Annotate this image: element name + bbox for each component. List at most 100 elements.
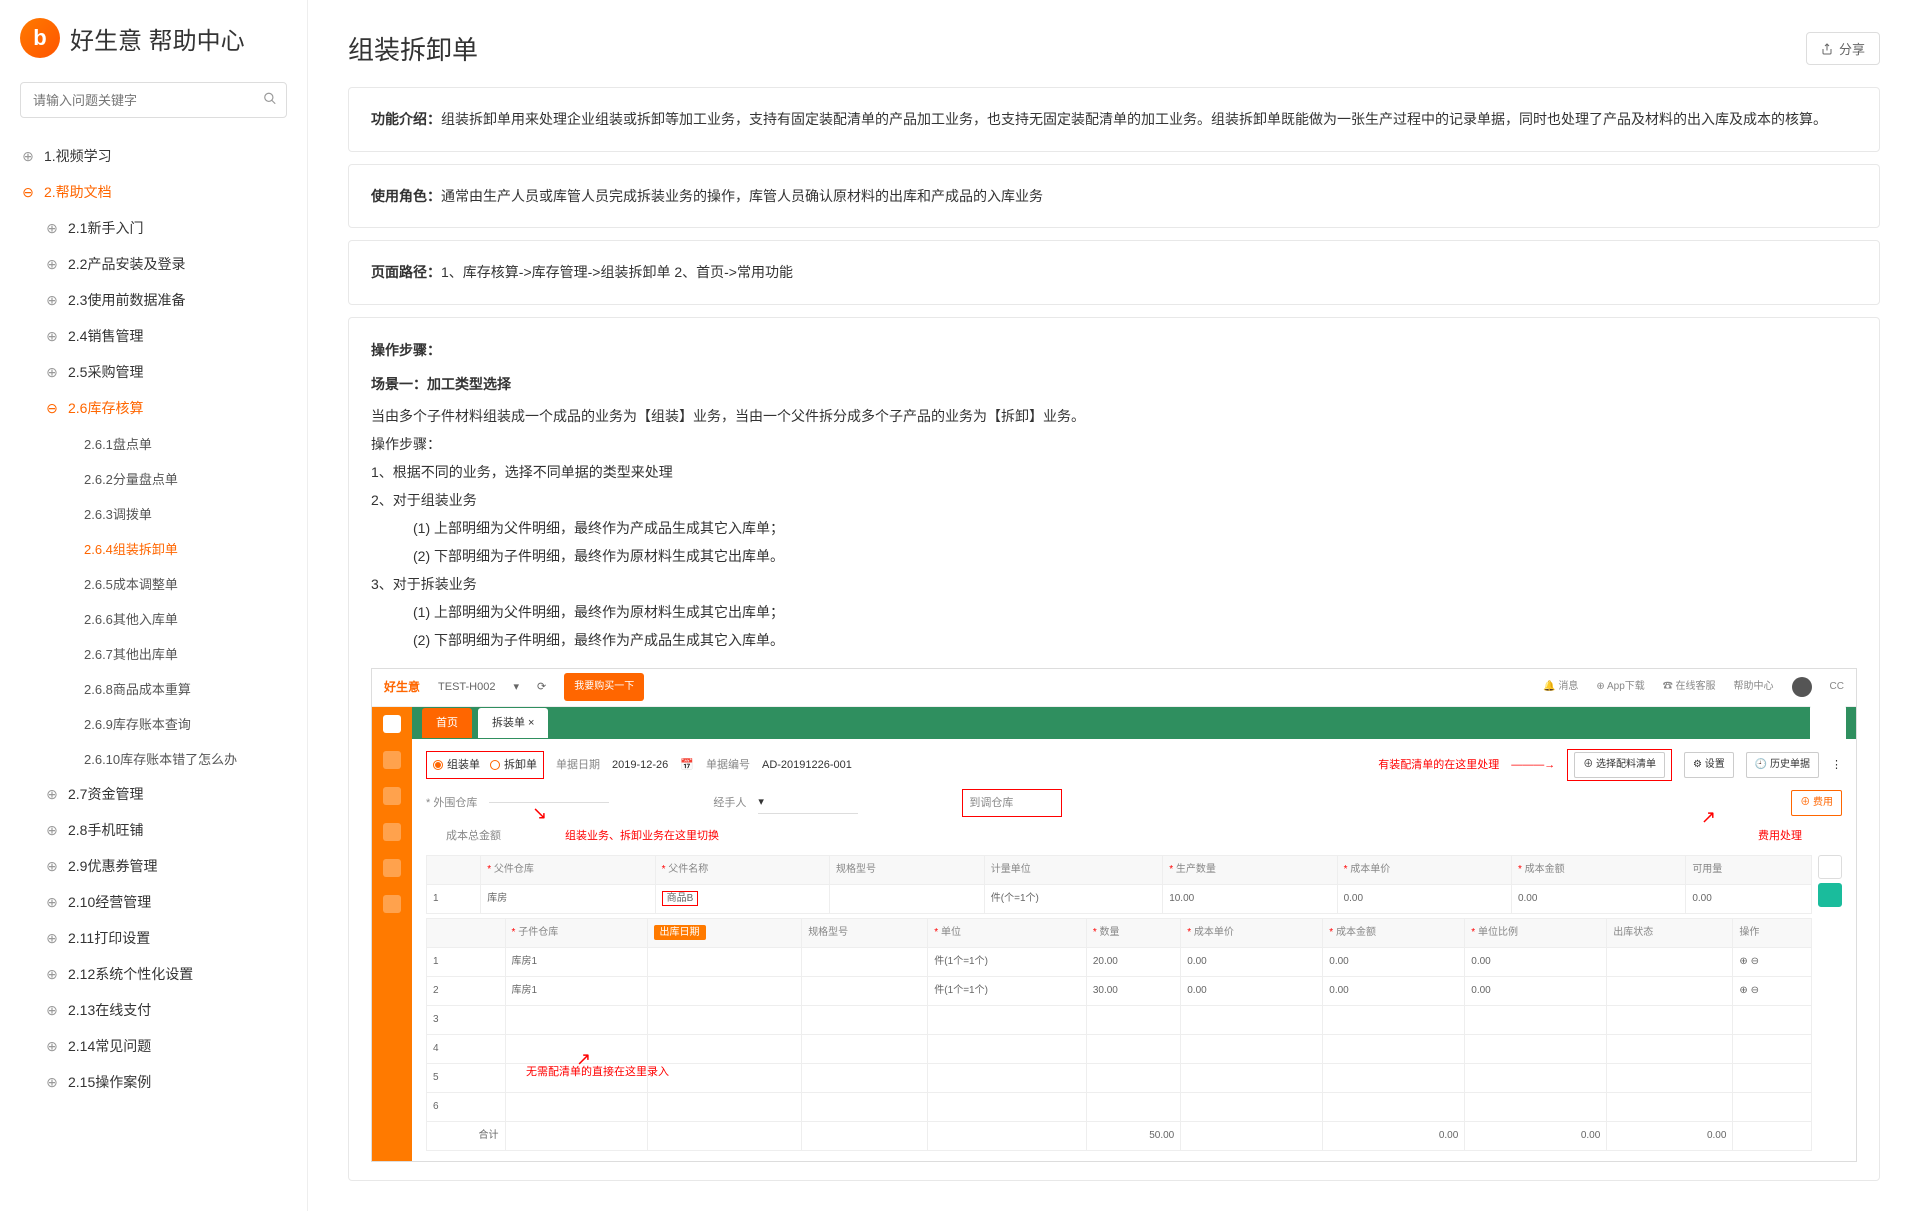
ss-nav-icon-2[interactable] bbox=[383, 751, 401, 769]
nav-item[interactable]: 2.6.5成本调整单 bbox=[20, 566, 287, 601]
ss-radio-assemble[interactable]: 组装单 bbox=[433, 754, 480, 776]
nav-item[interactable]: ⊕2.7资金管理 bbox=[20, 776, 287, 812]
table-cell[interactable]: ⊕ ⊖ bbox=[1733, 947, 1812, 976]
table-cell[interactable] bbox=[1733, 1092, 1812, 1121]
table-cell[interactable] bbox=[1733, 1063, 1812, 1092]
table-cell[interactable]: 0.00 bbox=[1686, 884, 1812, 913]
table-cell[interactable]: 件(1个=1个) bbox=[928, 976, 1087, 1005]
table-cell[interactable]: 0.00 bbox=[1511, 884, 1685, 913]
ss-fee-button[interactable]: ⊕ 费用 bbox=[1791, 790, 1842, 816]
table-cell[interactable] bbox=[1733, 1005, 1812, 1034]
ss-setting-button[interactable]: ⚙ 设置 bbox=[1684, 752, 1734, 778]
table-cell[interactable]: 20.00 bbox=[1086, 947, 1180, 976]
table-cell[interactable]: 3 bbox=[427, 1005, 506, 1034]
nav-item[interactable]: ⊕2.3使用前数据准备 bbox=[20, 282, 287, 318]
table-cell[interactable] bbox=[928, 1063, 1087, 1092]
ss-app[interactable]: ⊕ App下载 bbox=[1596, 677, 1644, 697]
table-cell[interactable] bbox=[1607, 1092, 1733, 1121]
ss-nav-icon-4[interactable] bbox=[383, 823, 401, 841]
table-cell[interactable] bbox=[1181, 1063, 1323, 1092]
ss-select-bom-button[interactable]: ⊕ 选择配料清单 bbox=[1574, 752, 1665, 778]
table-cell[interactable] bbox=[505, 1092, 647, 1121]
table-cell[interactable] bbox=[647, 1005, 802, 1034]
nav-item[interactable]: 2.6.7其他出库单 bbox=[20, 636, 287, 671]
table-cell[interactable] bbox=[1086, 1063, 1180, 1092]
table-cell[interactable] bbox=[647, 1034, 802, 1063]
search-icon[interactable] bbox=[263, 92, 277, 109]
ss-msg[interactable]: 🔔 消息 bbox=[1543, 677, 1578, 697]
table-cell[interactable]: 1 bbox=[427, 884, 481, 913]
table-cell[interactable]: ⊕ ⊖ bbox=[1733, 976, 1812, 1005]
ss-nav-icon-3[interactable] bbox=[383, 787, 401, 805]
nav-item[interactable]: ⊕1.视频学习 bbox=[20, 138, 287, 174]
ss-history-button[interactable]: 🕘 历史单据 bbox=[1746, 752, 1819, 778]
table-cell[interactable] bbox=[1323, 1005, 1465, 1034]
table-cell[interactable]: 4 bbox=[427, 1034, 506, 1063]
table-cell[interactable] bbox=[802, 1005, 928, 1034]
nav-item[interactable]: 2.6.3调拨单 bbox=[20, 496, 287, 531]
nav-item[interactable]: ⊕2.14常见问题 bbox=[20, 1028, 287, 1064]
table-cell[interactable]: 0.00 bbox=[1323, 976, 1465, 1005]
table-cell[interactable] bbox=[1733, 1034, 1812, 1063]
ss-dropdown-icon[interactable]: ▾ bbox=[513, 676, 519, 698]
search-input[interactable] bbox=[20, 82, 287, 118]
table-cell[interactable] bbox=[1607, 1005, 1733, 1034]
table-cell[interactable]: 0.00 bbox=[1337, 884, 1511, 913]
nav-item[interactable]: ⊕2.10经营管理 bbox=[20, 884, 287, 920]
table-cell[interactable] bbox=[1465, 1063, 1607, 1092]
nav-item[interactable]: ⊕2.5采购管理 bbox=[20, 354, 287, 390]
table-cell[interactable] bbox=[829, 884, 984, 913]
table-cell[interactable] bbox=[1086, 1092, 1180, 1121]
nav-item[interactable]: 2.6.1盘点单 bbox=[20, 426, 287, 461]
nav-item[interactable]: ⊕2.13在线支付 bbox=[20, 992, 287, 1028]
table-cell[interactable]: 0.00 bbox=[1181, 947, 1323, 976]
table-cell[interactable]: 30.00 bbox=[1086, 976, 1180, 1005]
ss-refresh-icon[interactable]: ⟳ bbox=[537, 676, 546, 698]
ss-nav-icon-5[interactable] bbox=[383, 859, 401, 877]
nav-item[interactable]: 2.6.2分量盘点单 bbox=[20, 461, 287, 496]
ss-avatar[interactable] bbox=[1792, 677, 1812, 697]
table-cell[interactable] bbox=[1465, 1092, 1607, 1121]
table-cell[interactable]: 1 bbox=[427, 947, 506, 976]
table-cell[interactable]: 库房 bbox=[481, 884, 655, 913]
nav-item[interactable]: ⊕2.11打印设置 bbox=[20, 920, 287, 956]
table-cell[interactable]: 10.00 bbox=[1163, 884, 1337, 913]
ss-nav-icon-6[interactable] bbox=[383, 895, 401, 913]
ss-service[interactable]: ☎ 在线客服 bbox=[1663, 677, 1716, 697]
ss-tab-home[interactable]: 首页 bbox=[422, 708, 472, 738]
table-cell[interactable] bbox=[647, 1063, 802, 1092]
nav-item[interactable]: 2.6.10库存账本错了怎么办 bbox=[20, 741, 287, 776]
table-cell[interactable]: 0.00 bbox=[1181, 976, 1323, 1005]
table-cell[interactable]: 0.00 bbox=[1465, 976, 1607, 1005]
nav-item[interactable]: ⊕2.9优惠券管理 bbox=[20, 848, 287, 884]
table-cell[interactable] bbox=[647, 976, 802, 1005]
table-cell[interactable]: 库房1 bbox=[505, 976, 647, 1005]
table-cell[interactable] bbox=[1181, 1034, 1323, 1063]
ss-date-value[interactable]: 2019-12-26 bbox=[612, 754, 668, 776]
ss-help[interactable]: 帮助中心 bbox=[1734, 677, 1774, 697]
table-cell[interactable]: 2 bbox=[427, 976, 506, 1005]
table-cell[interactable] bbox=[1323, 1034, 1465, 1063]
nav-item[interactable]: 2.6.9库存账本查询 bbox=[20, 706, 287, 741]
table-cell[interactable] bbox=[928, 1005, 1087, 1034]
table-cell[interactable] bbox=[1086, 1034, 1180, 1063]
ss-calendar-icon[interactable]: 📅 bbox=[680, 754, 694, 776]
ss-more-icon[interactable]: ⋮ bbox=[1831, 754, 1842, 776]
table-cell[interactable] bbox=[1465, 1005, 1607, 1034]
table-cell[interactable] bbox=[802, 1063, 928, 1092]
ss-float-1[interactable] bbox=[1818, 855, 1842, 879]
table-cell[interactable]: 商品B bbox=[655, 884, 829, 913]
table-cell[interactable]: 6 bbox=[427, 1092, 506, 1121]
nav-item[interactable]: 2.6.4组装拆卸单 bbox=[20, 531, 287, 566]
table-cell[interactable] bbox=[1607, 1063, 1733, 1092]
ss-tab-close-icon[interactable]: × bbox=[1810, 705, 1846, 741]
table-cell[interactable] bbox=[1607, 1034, 1733, 1063]
nav-item[interactable]: 2.6.8商品成本重算 bbox=[20, 671, 287, 706]
table-cell[interactable] bbox=[1181, 1005, 1323, 1034]
table-cell[interactable]: 库房1 bbox=[505, 947, 647, 976]
nav-item[interactable]: 2.6.6其他入库单 bbox=[20, 601, 287, 636]
table-cell[interactable]: 件(个=1个) bbox=[984, 884, 1162, 913]
table-cell[interactable] bbox=[1323, 1063, 1465, 1092]
share-button[interactable]: 分享 bbox=[1806, 32, 1880, 65]
nav-item[interactable]: ⊕2.12系统个性化设置 bbox=[20, 956, 287, 992]
